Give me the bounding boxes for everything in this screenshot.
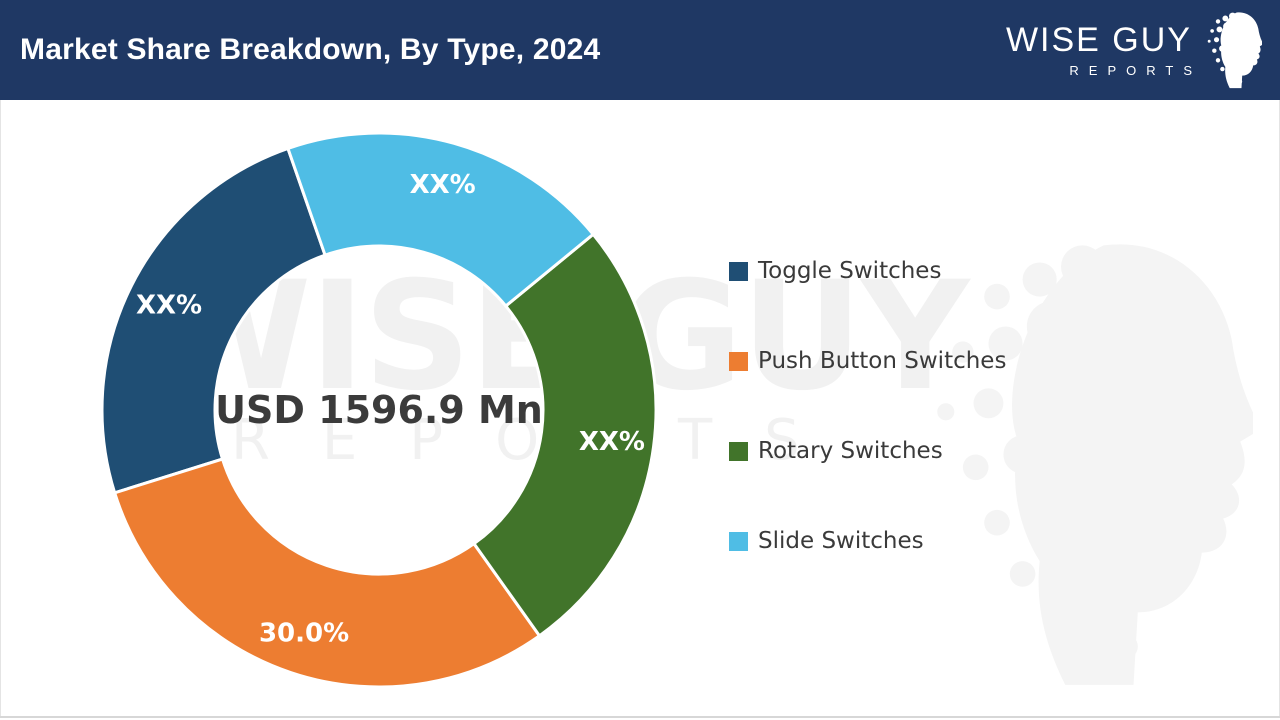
legend-swatch-icon bbox=[729, 351, 748, 371]
legend-item-slide-switches: Slide Switches bbox=[729, 528, 1006, 554]
page-title: Market Share Breakdown, By Type, 2024 bbox=[20, 33, 601, 66]
watermark-subtext: REPORTS bbox=[231, 408, 852, 473]
legend-swatch-icon bbox=[729, 441, 748, 461]
logo-textblock: WISE GUY REPORTS bbox=[1006, 23, 1192, 78]
donut-slice-rotary-switches bbox=[471, 232, 658, 638]
logo-head-icon bbox=[1196, 9, 1262, 91]
logo-wordmark: WISE GUY bbox=[1005, 20, 1192, 59]
legend-item-rotary-switches: Rotary Switches bbox=[729, 438, 1006, 464]
donut-slice-toggle-switches bbox=[100, 146, 327, 495]
donut-center-label: USD 1596.9 Mn bbox=[215, 388, 543, 432]
slice-percentage-label: XX% bbox=[410, 170, 476, 200]
legend-label: Push Button Switches bbox=[758, 348, 1007, 374]
slice-percentage-label: XX% bbox=[136, 290, 202, 320]
legend-label: Slide Switches bbox=[758, 528, 924, 554]
chart-legend: Toggle Switches Push Button Switches Rot… bbox=[729, 258, 1007, 619]
legend-item-push-button-switches: Push Button Switches bbox=[729, 348, 1007, 374]
donut-slice-push-button-switches bbox=[112, 457, 542, 689]
legend-label: Toggle Switches bbox=[758, 258, 942, 284]
slice-percentage-label: XX% bbox=[579, 427, 645, 457]
legend-label: Rotary Switches bbox=[758, 438, 943, 464]
donut-slice-slide-switches bbox=[285, 131, 596, 309]
chart-canvas: WISE GUY REPORTS USD 1596.9 Mn XX%XX%30.… bbox=[0, 100, 1280, 716]
header-bar: Market Share Breakdown, By Type, 2024 WI… bbox=[0, 0, 1280, 100]
legend-swatch-icon bbox=[729, 531, 748, 551]
wise-guy-logo: WISE GUY REPORTS bbox=[1006, 9, 1262, 91]
bottom-divider bbox=[0, 716, 1280, 718]
donut-chart: USD 1596.9 Mn XX% XX% 30.0% XX% bbox=[100, 131, 658, 689]
legend-item-toggle-switches: Toggle Switches bbox=[729, 258, 1006, 284]
slice-percentage-label: 30.0% bbox=[259, 619, 349, 649]
legend-swatch-icon bbox=[729, 261, 748, 281]
logo-subtext: REPORTS bbox=[1069, 62, 1202, 78]
